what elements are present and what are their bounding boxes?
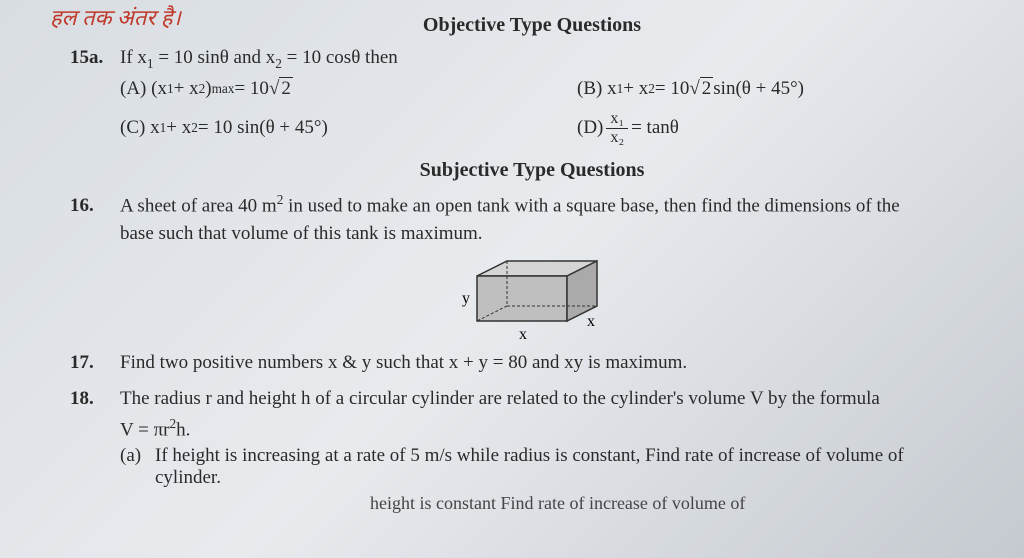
tank-diagram: y x x xyxy=(70,251,994,346)
q18-subpart-a: (a) If height is increasing at a rate of… xyxy=(120,445,994,467)
q15-text-c: = 10 cosθ then xyxy=(282,47,398,68)
optC-c: = 10 sin(θ + 45°) xyxy=(198,117,328,139)
q16-body: A sheet of area 40 m2 in used to make an… xyxy=(120,192,994,217)
diagram-label-y: y xyxy=(462,290,470,307)
optA-sqrt: 2 xyxy=(279,77,293,99)
q18-body: The radius r and height h of a circular … xyxy=(120,388,994,410)
q15-option-d: (D) x₁ x₂ = tanθ xyxy=(577,110,994,147)
q18a-label: (a) xyxy=(120,445,155,467)
optD-den: x₂ xyxy=(606,129,628,147)
optD-a: (D) xyxy=(577,117,603,139)
optD-b: = tanθ xyxy=(631,117,679,139)
optC-b: + x xyxy=(166,117,191,139)
q15-text-a: If x xyxy=(120,47,147,68)
q18-number: 18. xyxy=(70,388,120,410)
optC-a: (C) x xyxy=(120,117,160,139)
q15-option-b: (B) x1 + x2 = 102 sin(θ + 45°) xyxy=(577,78,994,100)
q15-stem: If x1 = 10 sinθ and x2 = 10 cosθ then xyxy=(120,47,994,72)
optB-c: = 10 xyxy=(655,78,689,100)
q18a-text2: cylinder. xyxy=(155,467,994,489)
question-16: 16. A sheet of area 40 m2 in used to mak… xyxy=(70,192,994,217)
optA-sub: max xyxy=(212,81,235,97)
q17-number: 17. xyxy=(70,352,120,374)
q16-number: 16. xyxy=(70,195,120,217)
q18a-text: If height is increasing at a rate of 5 m… xyxy=(155,445,904,467)
q18-partial-line: height is constant Find rate of increase… xyxy=(370,493,994,514)
subjective-heading: Subjective Type Questions xyxy=(70,159,994,182)
optB-d: sin(θ + 45°) xyxy=(713,78,804,100)
q16-line2: base such that volume of this tank is ma… xyxy=(120,223,994,245)
q15-option-a: (A) (x1 + x2)max = 102 xyxy=(120,78,537,100)
diagram-label-x2: x xyxy=(587,313,595,330)
optA-d: = 10 xyxy=(234,78,268,100)
optA-b: + x xyxy=(174,78,199,100)
optD-fraction: x₁ x₂ xyxy=(606,110,628,147)
optB-a: (B) x xyxy=(577,78,617,100)
question-15: 15a. If x1 = 10 sinθ and x2 = 10 cosθ th… xyxy=(70,47,994,72)
q17-body: Find two positive numbers x & y such tha… xyxy=(120,352,994,374)
q18-formula-a: V = πr xyxy=(120,419,170,440)
objective-heading: Objective Type Questions xyxy=(70,14,994,37)
optA-a: (A) (x xyxy=(120,78,167,100)
q16-a: A sheet of area 40 m xyxy=(120,195,277,216)
q15-number: 15a. xyxy=(70,47,120,69)
q15-options: (A) (x1 + x2)max = 102 (B) x1 + x2 = 102… xyxy=(120,78,994,147)
optB-sqrt: 2 xyxy=(700,77,714,99)
optD-num: x₁ xyxy=(606,110,628,129)
handwritten-annotation: हल तक अंतर है। xyxy=(50,2,181,32)
diagram-label-x1: x xyxy=(519,326,527,343)
question-18: 18. The radius r and height h of a circu… xyxy=(70,388,994,410)
q16-b: in used to make an open tank with a squa… xyxy=(283,195,899,216)
q15-text-b: = 10 sinθ and x xyxy=(154,47,276,68)
q18-formula: V = πr2h. xyxy=(120,416,994,441)
question-17: 17. Find two positive numbers x & y such… xyxy=(70,352,994,374)
q18-formula-b: h. xyxy=(176,419,190,440)
optB-b: + x xyxy=(623,78,648,100)
q15-option-c: (C) x1 + x2 = 10 sin(θ + 45°) xyxy=(120,110,537,147)
